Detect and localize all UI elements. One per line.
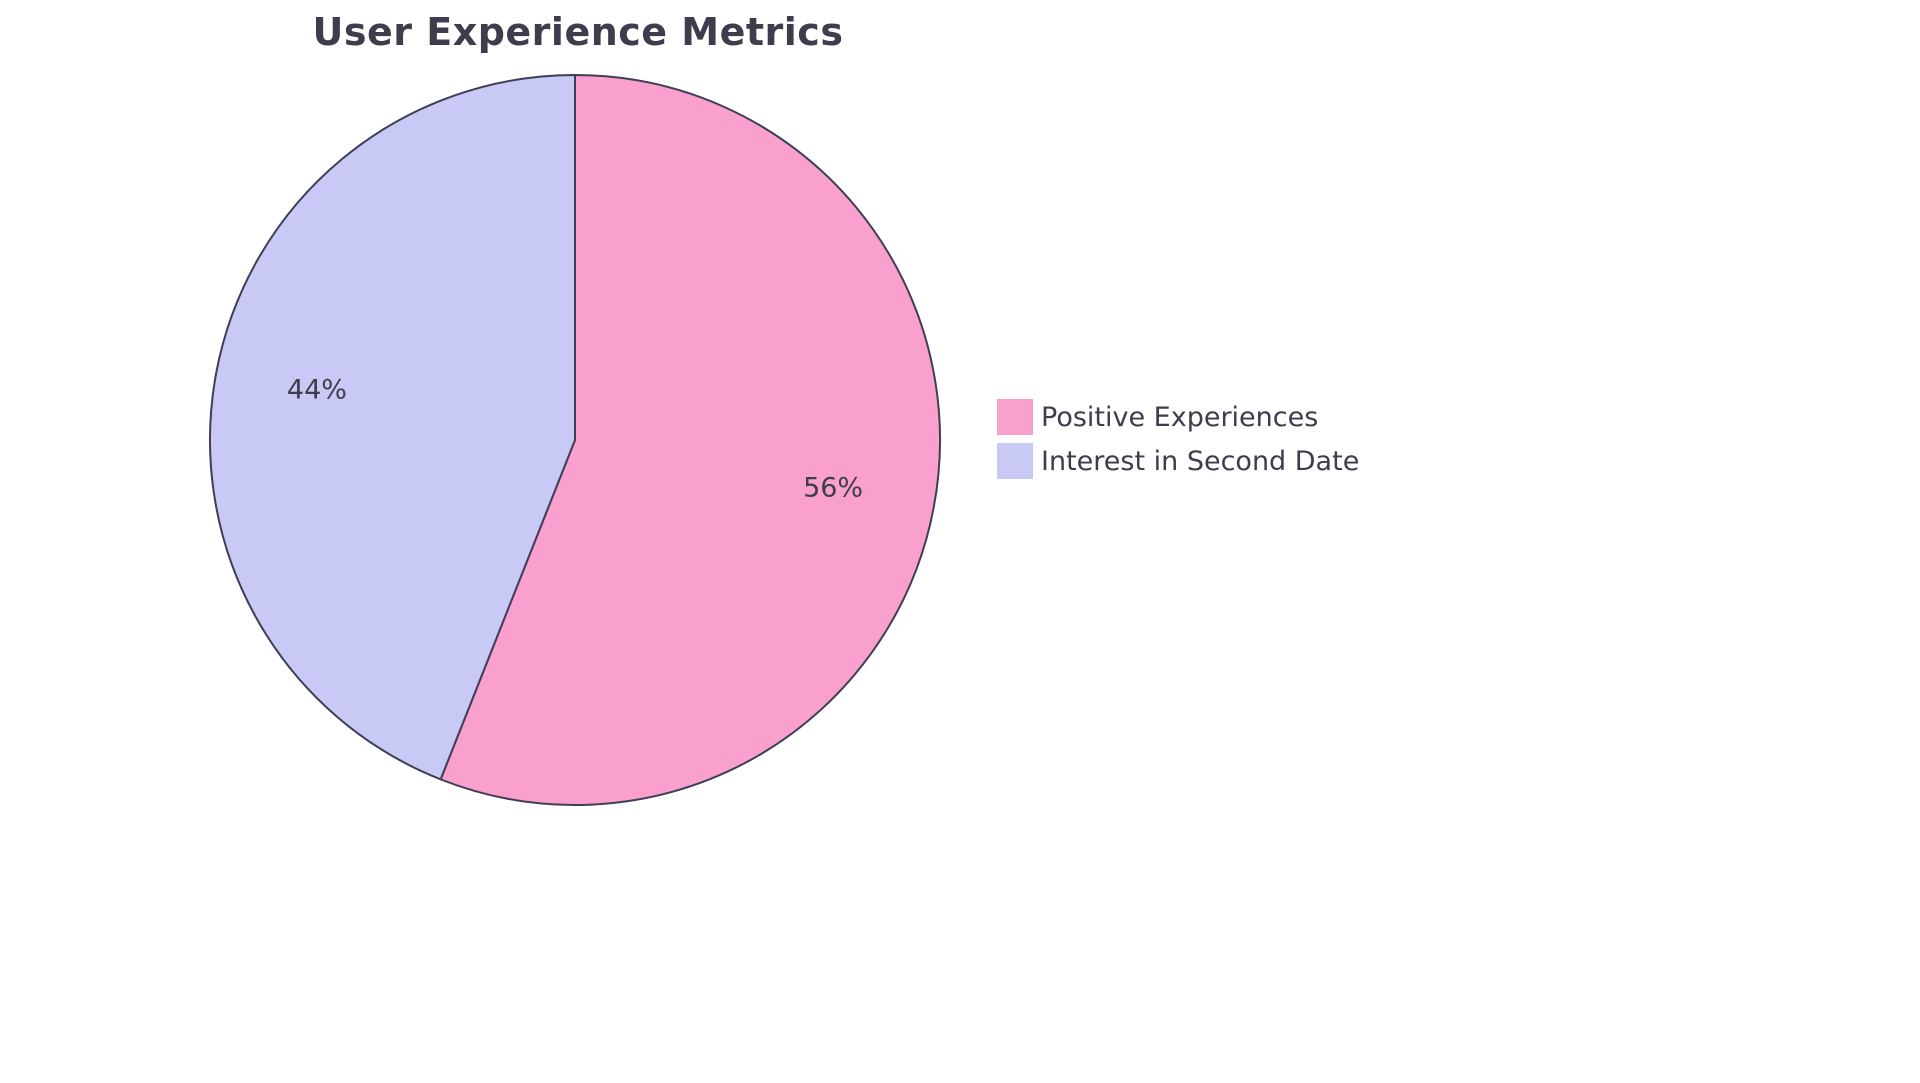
legend-label: Interest in Second Date <box>1041 445 1360 477</box>
chart-legend: Positive Experiences Interest in Second D… <box>997 395 1359 483</box>
pie-slice-interest-in-second-date <box>209 74 576 781</box>
chart-title: User Experience Metrics <box>312 10 844 54</box>
legend-item-positive-experiences: Positive Experiences <box>997 395 1359 439</box>
legend-item-interest-in-second-date: Interest in Second Date <box>997 439 1359 483</box>
legend-swatch-interest-in-second-date <box>997 443 1033 479</box>
legend-label: Positive Experiences <box>1041 401 1319 433</box>
legend-swatch-positive-experiences <box>997 399 1033 435</box>
pie-slice-label-interest-in-second-date: 44% <box>287 374 347 405</box>
pie-slice-positive-experiences <box>439 74 941 806</box>
pie-slice-label-positive-experiences: 56% <box>803 473 863 504</box>
